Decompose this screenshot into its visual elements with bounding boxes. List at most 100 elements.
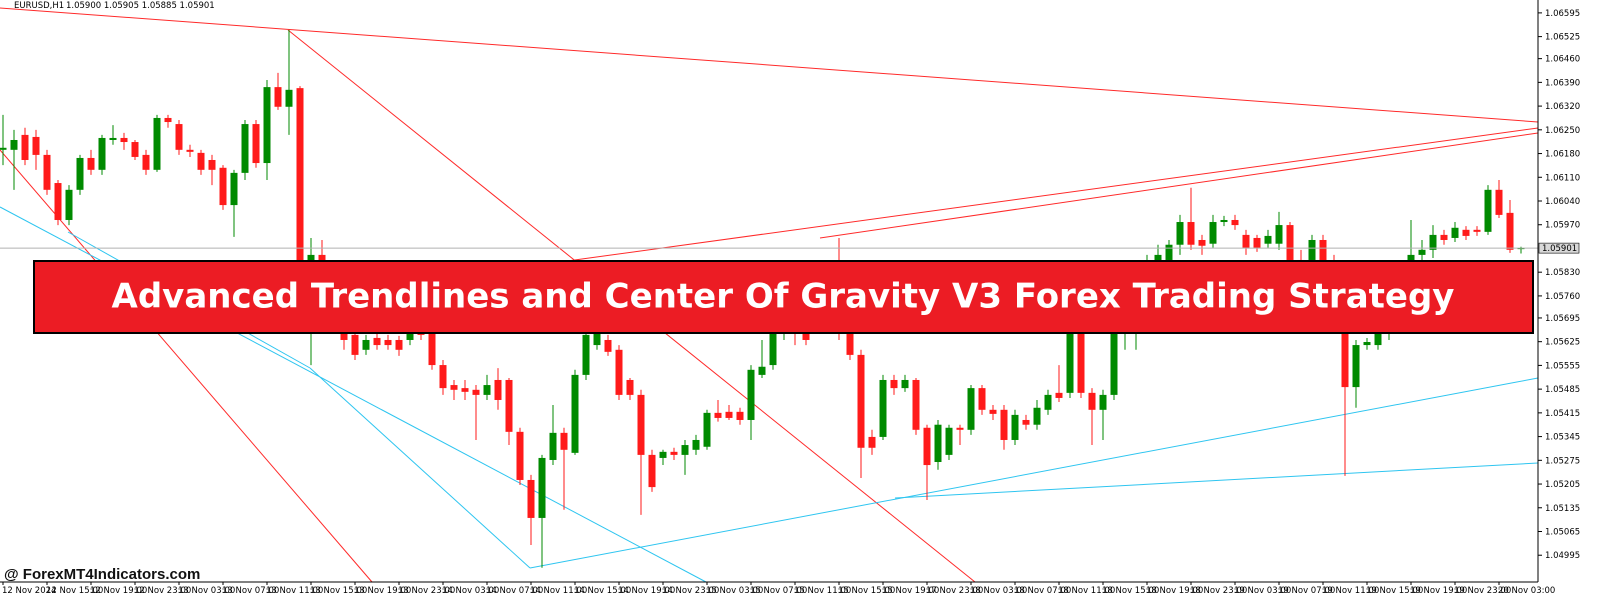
- candle-body: [626, 379, 634, 395]
- candle-body: [604, 339, 612, 352]
- candle-body: [703, 412, 711, 447]
- x-tick-label: 19 Nov 11:00: [1322, 586, 1379, 596]
- candle-body: [923, 427, 931, 466]
- trendline: [559, 127, 1539, 263]
- candle-body: [615, 349, 623, 395]
- candle-body: [1451, 227, 1459, 238]
- last-price-box: [1538, 242, 1580, 254]
- candle-body: [65, 189, 73, 220]
- banner-title: Advanced Trendlines and Center Of Gravit…: [112, 277, 1455, 317]
- x-tick-label: 13 Nov 11:00: [266, 586, 323, 596]
- x-tick-label: 15 Nov 03:00: [706, 586, 763, 596]
- candle-body: [637, 394, 645, 455]
- x-tick-label: 18 Nov 15:00: [1102, 586, 1159, 596]
- x-tick-label: 12 Nov 23:00: [134, 586, 191, 596]
- candle-body: [164, 117, 172, 123]
- candle-body: [1209, 222, 1217, 244]
- candle-body: [769, 332, 777, 366]
- candle-body: [1363, 342, 1371, 346]
- candle-body: [967, 388, 975, 430]
- x-tick-label: 13 Nov 15:00: [310, 586, 367, 596]
- candle-body: [1242, 234, 1250, 248]
- candle-body: [912, 379, 920, 430]
- candle-body: [681, 445, 689, 455]
- candle-body: [1088, 392, 1096, 410]
- candle-body: [857, 354, 865, 448]
- candle-body: [285, 89, 293, 107]
- candle-body: [560, 432, 568, 450]
- candle-body: [153, 117, 161, 170]
- x-tick-label: 14 Nov 11:00: [530, 586, 587, 596]
- candle-body: [472, 389, 480, 395]
- y-tick-label: 1.05695: [1545, 314, 1580, 324]
- candle-body: [1374, 332, 1382, 346]
- candle-body: [725, 411, 733, 418]
- candle-body: [747, 369, 755, 420]
- candle-body: [890, 379, 898, 389]
- y-tick-label: 1.05555: [1545, 361, 1580, 371]
- candle-body: [450, 385, 458, 390]
- x-tick-label: 14 Nov 07:00: [486, 586, 543, 596]
- x-tick-label: 12 Nov 2024: [2, 586, 56, 596]
- candle-body: [1484, 189, 1492, 232]
- candle-body: [1429, 234, 1437, 250]
- candle-body: [0, 147, 7, 150]
- x-tick-label: 19 Nov 07:00: [1278, 586, 1335, 596]
- y-tick-label: 1.06390: [1545, 78, 1580, 88]
- candle-body: [1187, 222, 1195, 245]
- x-tick-label: 18 Nov 07:00: [1014, 586, 1071, 596]
- y-tick-label: 1.04995: [1545, 551, 1580, 561]
- candle-body: [87, 157, 95, 170]
- candle-body: [901, 379, 909, 389]
- y-tick-label: 1.05205: [1545, 480, 1580, 490]
- y-tick-label: 1.06250: [1545, 126, 1580, 136]
- y-tick-label: 1.05625: [1545, 338, 1580, 348]
- y-tick-label: 1.05065: [1545, 527, 1580, 537]
- x-tick-label: 15 Nov 15:00: [838, 586, 895, 596]
- candle-body: [406, 332, 414, 340]
- x-tick-label: 14 Nov 15:00: [574, 586, 631, 596]
- x-tick-label: 14 Nov 23:00: [662, 586, 719, 596]
- y-tick-label: 1.06110: [1545, 173, 1580, 183]
- banner: [33, 260, 1534, 334]
- candle-body: [373, 337, 381, 346]
- candle-body: [1341, 299, 1349, 388]
- x-tick-label: 15 Nov 07:00: [750, 586, 807, 596]
- candle-body: [362, 339, 370, 350]
- x-tick-label: 14 Nov 19:00: [618, 586, 675, 596]
- candle-body: [43, 154, 51, 190]
- candle-body: [252, 124, 260, 164]
- candle-body: [395, 339, 403, 350]
- x-tick-label: 12 Nov 15:00: [46, 586, 103, 596]
- trendline: [309, 367, 531, 569]
- candle-body: [593, 332, 601, 346]
- candle-body: [21, 134, 29, 160]
- x-tick-label: 19 Nov 03:00: [1234, 586, 1291, 596]
- candle-body: [802, 332, 810, 340]
- candle-body: [945, 427, 953, 455]
- trendline: [0, 149, 373, 583]
- candle-body: [76, 157, 84, 190]
- candle-body: [879, 379, 887, 437]
- x-tick-label: 15 Nov 11:00: [794, 586, 851, 596]
- candle-body: [1275, 225, 1283, 244]
- y-tick-label: 1.05345: [1545, 433, 1580, 443]
- candle-body: [659, 451, 667, 458]
- y-tick-label: 1.05970: [1545, 221, 1580, 231]
- candle-body: [120, 137, 128, 143]
- candle-body: [10, 139, 18, 150]
- candle-body: [1319, 239, 1327, 263]
- x-tick-label: 13 Nov 19:00: [354, 586, 411, 596]
- candle-body: [692, 439, 700, 450]
- candle-body: [274, 87, 282, 107]
- ohlc-info: 1.05900 1.05905 1.05885 1.05901: [66, 1, 215, 11]
- candle-body: [516, 431, 524, 480]
- candle-body: [1176, 222, 1184, 245]
- candle-body: [230, 172, 238, 206]
- x-tick-label: 20 Nov 03:00: [1498, 586, 1555, 596]
- candle-body: [98, 137, 106, 170]
- candle-body: [263, 87, 271, 164]
- x-tick-label: 12 Nov 19:00: [90, 586, 147, 596]
- x-tick-label: 18 Nov 03:00: [970, 586, 1027, 596]
- candle-body: [296, 88, 304, 320]
